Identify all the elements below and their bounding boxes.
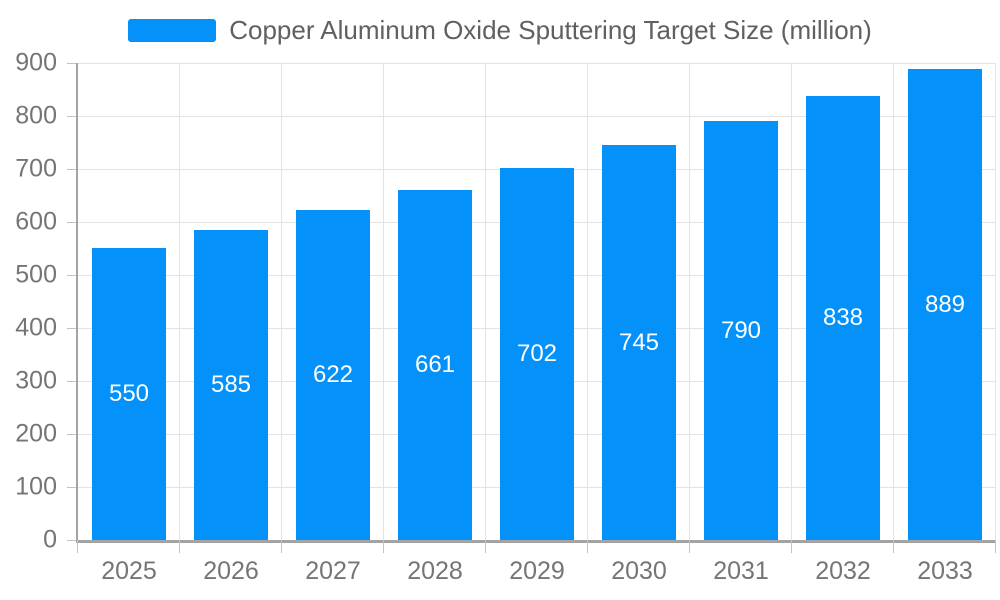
x-tick-label-2027: 2027 [305,557,361,585]
x-axis-tick [77,540,78,553]
x-axis-tick [995,540,996,553]
x-tick-label-2026: 2026 [203,557,259,585]
y-axis-tick [67,486,76,488]
y-axis-tick [67,115,76,117]
x-axis-tick [179,540,180,553]
gridline-vertical [689,63,690,540]
y-axis-tick [67,274,76,276]
bar-2031: 790 [704,121,778,540]
bar-2027: 622 [296,210,370,540]
gridline-horizontal [78,115,996,117]
y-axis-tick [67,62,76,64]
y-axis-tick [67,433,76,435]
x-tick-label-2032: 2032 [815,557,871,585]
bar-value-label-2029: 702 [516,340,558,367]
x-axis-tick [791,540,792,553]
y-tick-label: 0 [43,525,57,554]
gridline-vertical [791,63,792,540]
y-tick-label: 200 [15,419,57,448]
gridline-horizontal [78,62,996,64]
bar-2026: 585 [194,230,268,540]
x-axis-tick [281,540,282,553]
bar-2028: 661 [398,190,472,540]
bar-value-label-2028: 661 [414,351,456,378]
y-tick-label: 100 [15,472,57,501]
x-axis-tick [383,540,384,553]
bar-value-label-2026: 585 [210,371,252,398]
y-axis-tick [67,168,76,170]
gridline-vertical [995,63,996,540]
y-tick-label: 400 [15,313,57,342]
bar-value-label-2030: 745 [618,328,660,356]
plot-area: 0 100 200 300 400 500 600 700 800 900 550 2025 585 20… [15,49,996,585]
gridline-vertical [893,63,894,540]
x-axis-tick [893,540,894,553]
gridline-vertical [179,63,180,540]
legend: Copper Aluminum Oxide Sputtering Target … [0,16,1000,44]
bar-value-label-2033: 889 [924,290,966,318]
x-tick-label-2029: 2029 [509,557,565,585]
bar-2033: 889 [908,69,982,540]
y-tick-label: 500 [15,260,57,289]
y-axis-tick [67,380,76,382]
x-tick-label-2031: 2031 [713,557,769,585]
x-tick-label-2033: 2033 [917,557,973,585]
gridline-vertical [587,63,588,540]
y-tick-label: 700 [15,154,57,183]
y-tick-label: 600 [15,207,57,236]
x-tick-label-2028: 2028 [407,557,463,585]
x-axis-tick [689,540,690,553]
y-axis-tick [67,327,76,329]
bar-value-label-2025: 550 [108,380,150,407]
bar-2025: 550 [92,248,166,540]
gridline-vertical [281,63,282,540]
x-tick-label-2030: 2030 [611,557,667,585]
y-axis-tick [67,539,76,541]
bar-value-label-2027: 622 [312,361,354,388]
bar-value-label-2031: 790 [720,316,762,344]
y-tick-label: 800 [15,101,57,130]
legend-label[interactable]: Copper Aluminum Oxide Sputtering Target … [229,15,872,45]
x-tick-label-2025: 2025 [101,557,157,585]
x-axis-tick [485,540,486,553]
x-axis-tick [587,540,588,553]
y-tick-label: 300 [15,366,57,395]
y-tick-label: 900 [15,48,57,77]
bar-2030: 745 [602,145,676,540]
bar-2029: 702 [500,168,574,540]
bar-value-label-2032: 838 [822,304,864,331]
bar-2032: 838 [806,96,880,540]
gridline-vertical [383,63,384,540]
y-axis-tick [67,221,76,223]
legend-swatch[interactable] [128,18,217,42]
gridline-vertical [485,63,486,540]
